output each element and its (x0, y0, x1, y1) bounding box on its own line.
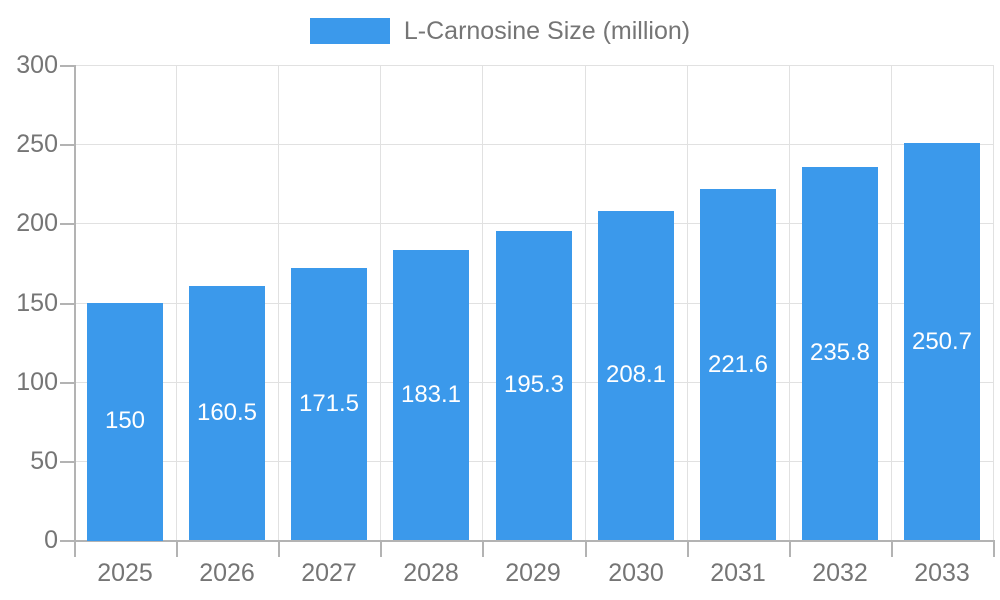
x-axis-tick-label: 2025 (97, 559, 153, 587)
x-grid-line (789, 65, 790, 540)
bar-2027[interactable] (291, 268, 367, 540)
x-axis-tick-label: 2028 (403, 559, 459, 587)
x-grid-line (380, 65, 381, 540)
bar-2031[interactable] (700, 189, 776, 540)
x-axis-tick (278, 540, 280, 557)
bar-value-label: 150 (104, 407, 146, 434)
legend-item[interactable]: L-Carnosine Size (million) (309, 17, 691, 45)
bar-2030[interactable] (598, 211, 674, 540)
y-grid-line (74, 65, 993, 66)
x-grid-line (482, 65, 483, 540)
y-axis-tick (60, 223, 74, 225)
bar-value-label: 195.3 (503, 371, 565, 398)
x-axis-tick (74, 540, 76, 557)
x-axis-tick (585, 540, 587, 557)
y-axis-tick-label: 100 (16, 368, 58, 396)
y-grid-line (74, 223, 993, 224)
x-axis-tick (993, 540, 995, 557)
y-axis-tick (60, 382, 74, 384)
x-axis-tick-label: 2033 (914, 559, 970, 587)
y-axis-tick (60, 303, 74, 305)
bar-value-label: 160.5 (196, 399, 258, 426)
x-axis-tick-label: 2026 (199, 559, 255, 587)
x-grid-line (687, 65, 688, 540)
x-axis-tick-label: 2027 (301, 559, 357, 587)
bar-value-label: 235.8 (809, 339, 871, 366)
x-axis-tick (380, 540, 382, 557)
y-axis-tick (60, 461, 74, 463)
y-axis-tick-label: 0 (44, 526, 58, 554)
y-axis-tick-label: 200 (16, 209, 58, 237)
x-grid-line (993, 65, 994, 540)
y-axis-tick-label: 150 (16, 289, 58, 317)
x-axis-tick-label: 2031 (710, 559, 766, 587)
y-axis-line (74, 65, 76, 540)
y-axis-tick-label: 50 (30, 447, 58, 475)
y-axis-tick-label: 300 (16, 51, 58, 79)
x-axis-tick (176, 540, 178, 557)
legend-label: L-Carnosine Size (million) (403, 17, 691, 45)
x-grid-line (278, 65, 279, 540)
x-axis-tick (789, 540, 791, 557)
y-axis-tick (60, 540, 74, 542)
bar-value-label: 171.5 (298, 390, 360, 417)
legend-color-swatch (309, 18, 390, 44)
bar-2029[interactable] (496, 231, 572, 540)
y-axis-tick (60, 65, 74, 67)
bar-2028[interactable] (393, 250, 469, 540)
x-axis-tick (687, 540, 689, 557)
bar-2026[interactable] (189, 286, 265, 540)
x-grid-line (176, 65, 177, 540)
bar-value-label: 250.7 (911, 328, 973, 355)
x-axis-tick-label: 2032 (812, 559, 868, 587)
x-grid-line (891, 65, 892, 540)
x-axis-tick-label: 2030 (608, 559, 664, 587)
x-axis-tick (482, 540, 484, 557)
bar-value-label: 183.1 (400, 381, 462, 408)
x-axis-tick (891, 540, 893, 557)
x-grid-line (585, 65, 586, 540)
x-axis-line (74, 540, 993, 542)
legend: L-Carnosine Size (million) (0, 14, 1000, 48)
bar-value-label: 208.1 (605, 361, 667, 388)
y-axis-tick (60, 144, 74, 146)
bar-2032[interactable] (802, 167, 878, 540)
bar-2033[interactable] (904, 143, 980, 540)
y-axis-tick-label: 250 (16, 130, 58, 158)
bar-2025[interactable] (87, 303, 163, 541)
x-axis-tick-label: 2029 (505, 559, 561, 587)
y-grid-line (74, 144, 993, 145)
bar-value-label: 221.6 (707, 351, 769, 378)
